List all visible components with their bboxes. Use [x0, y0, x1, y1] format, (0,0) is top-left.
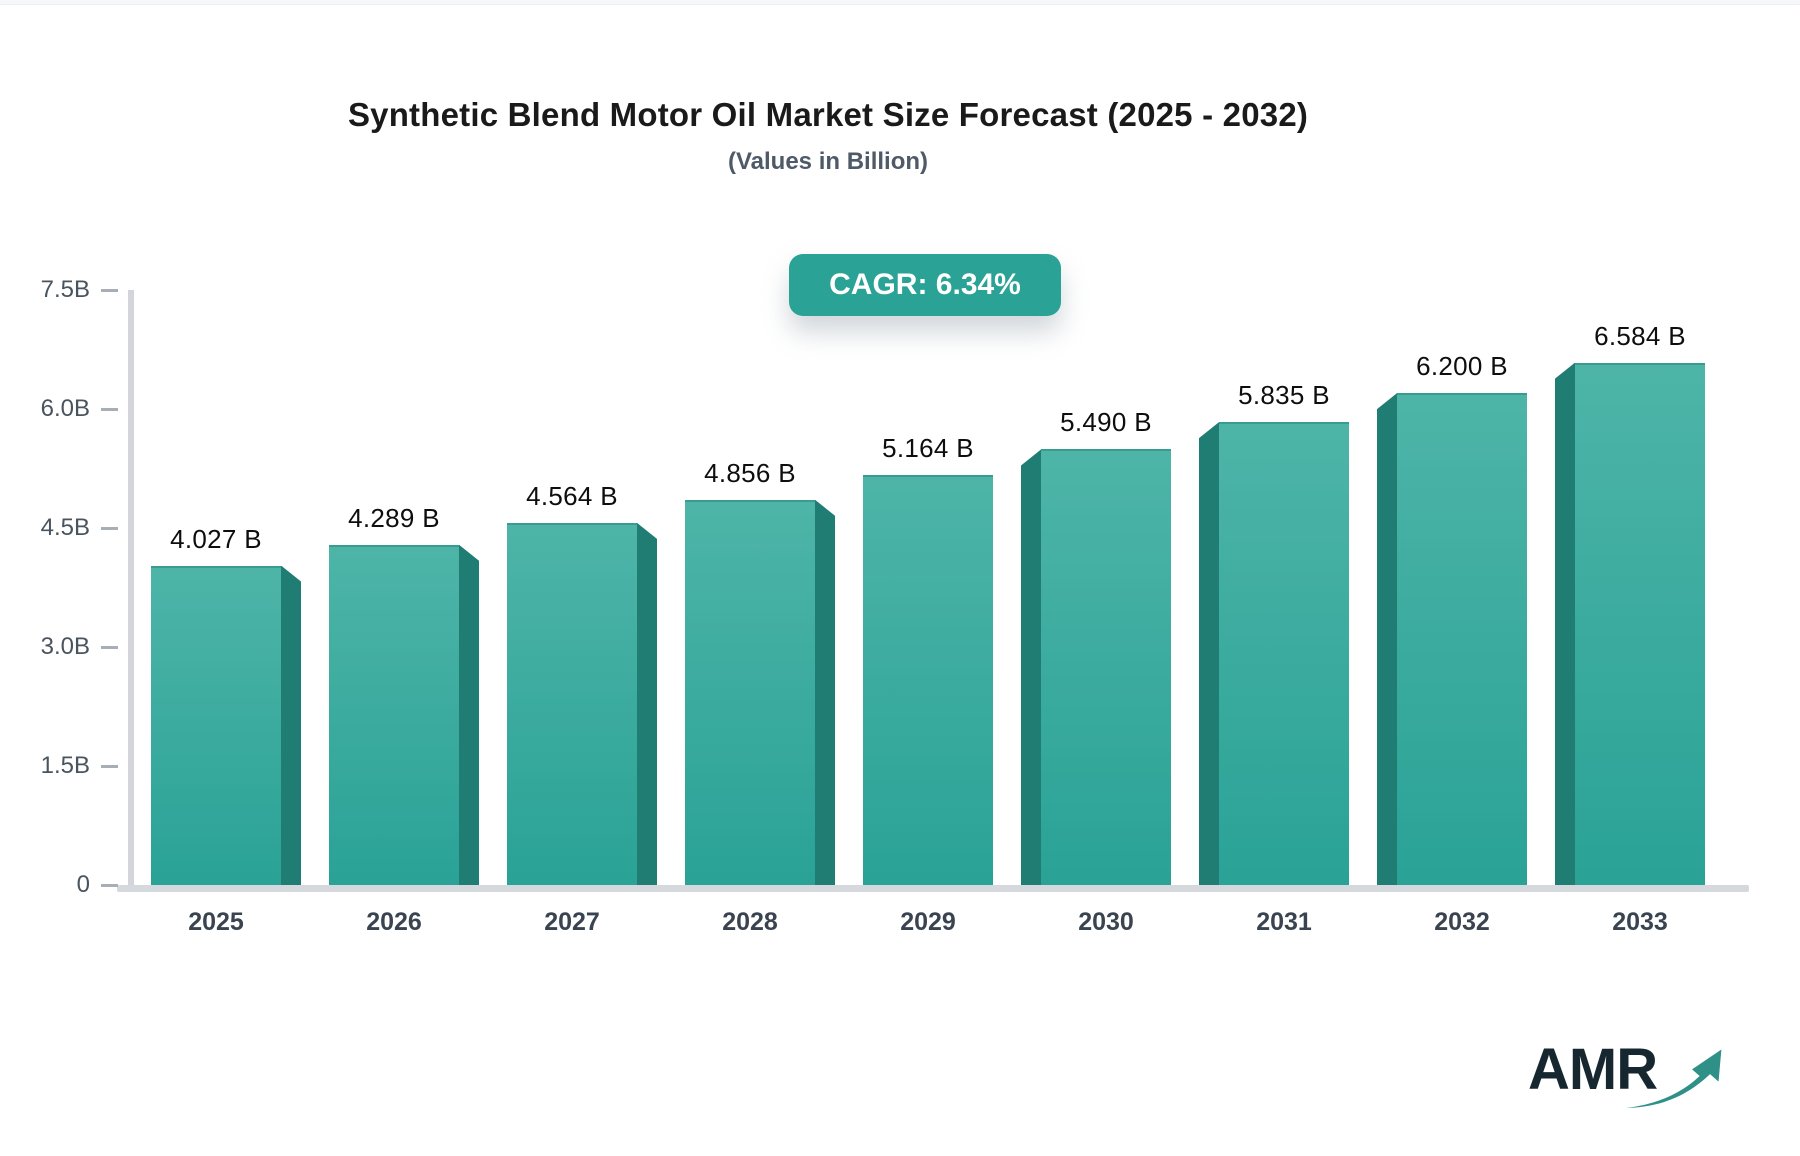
x-axis-line: [117, 885, 1749, 892]
bar-value-label: 6.584 B: [1594, 320, 1686, 351]
bar-front-face: [685, 499, 815, 885]
bar-side-face: [637, 522, 657, 885]
x-axis-label-2031: 2031: [1256, 908, 1312, 936]
x-axis-label-2032: 2032: [1434, 908, 1490, 936]
bar-2032[interactable]: [1377, 393, 1547, 885]
bar-2026[interactable]: [309, 544, 479, 885]
y-axis-tick: [101, 646, 118, 649]
bar-side-face: [459, 544, 479, 885]
y-axis-label: 3.0B: [40, 633, 90, 660]
bar-side-face: [1377, 393, 1397, 885]
x-axis-label-2027: 2027: [544, 908, 600, 936]
x-axis-label-2030: 2030: [1078, 908, 1134, 936]
bar-2027[interactable]: [487, 522, 657, 885]
x-axis-label-2033: 2033: [1612, 908, 1668, 936]
bar-value-label: 4.564 B: [526, 480, 618, 511]
amr-logo-text: AMR: [1528, 1037, 1658, 1102]
bar-front-face: [151, 565, 281, 885]
bar-front-face: [1575, 362, 1705, 885]
bar-2030[interactable]: [1021, 449, 1191, 885]
bar-value-label: 5.164 B: [882, 433, 974, 464]
bar-front-face: [1041, 449, 1171, 885]
bar-2028[interactable]: [665, 499, 835, 885]
x-axis-label-2026: 2026: [366, 908, 422, 936]
y-axis-label: 4.5B: [40, 514, 90, 541]
bar-side-face: [1199, 422, 1219, 885]
chart-title: Synthetic Blend Motor Oil Market Size Fo…: [347, 96, 1309, 133]
top-border-strip: [0, 0, 1800, 5]
y-axis-tick: [101, 527, 118, 530]
bar-value-label: 4.289 B: [348, 502, 440, 533]
bar-value-label: 6.200 B: [1416, 351, 1508, 382]
bar-2025[interactable]: [131, 565, 301, 885]
bar-front-face: [329, 544, 459, 885]
bar-value-label: 4.027 B: [170, 523, 262, 554]
bar-value-label: 5.835 B: [1238, 380, 1330, 411]
bar-side-face: [281, 565, 301, 885]
trend-up-arrow-icon: [1625, 1049, 1722, 1109]
bar-2033[interactable]: [1555, 362, 1725, 885]
cagr-badge: CAGR: 6.34%: [789, 254, 1061, 316]
bar-front-face: [507, 522, 637, 885]
bar-value-label: 4.856 B: [704, 457, 796, 488]
bar-front-face: [1397, 393, 1527, 885]
y-axis-tick: [101, 408, 118, 411]
y-axis-label: 6.0B: [40, 395, 90, 422]
bar-side-face: [1021, 449, 1041, 885]
y-axis-label: 1.5B: [40, 752, 90, 779]
x-axis-label-2025: 2025: [188, 908, 244, 936]
y-axis-tick: [101, 765, 118, 768]
x-axis-label-2028: 2028: [722, 908, 778, 936]
bar-front-face: [863, 475, 993, 885]
chart-subtitle: (Values in Billion): [727, 148, 929, 175]
y-axis-line: [128, 290, 134, 886]
bar-side-face: [1555, 362, 1575, 885]
bar-2031[interactable]: [1199, 422, 1369, 885]
bar-side-face: [815, 499, 835, 885]
y-axis-label: 0: [76, 871, 90, 898]
amr-logo: AMR: [1528, 1036, 1728, 1116]
y-axis-tick: [101, 884, 118, 887]
y-axis-label: 7.5B: [40, 276, 90, 303]
bar-value-label: 5.490 B: [1060, 407, 1152, 438]
bar-front-face: [1219, 422, 1349, 885]
y-axis-tick: [101, 289, 118, 292]
x-axis-label-2029: 2029: [900, 908, 956, 936]
bar-2029[interactable]: [843, 475, 1013, 885]
